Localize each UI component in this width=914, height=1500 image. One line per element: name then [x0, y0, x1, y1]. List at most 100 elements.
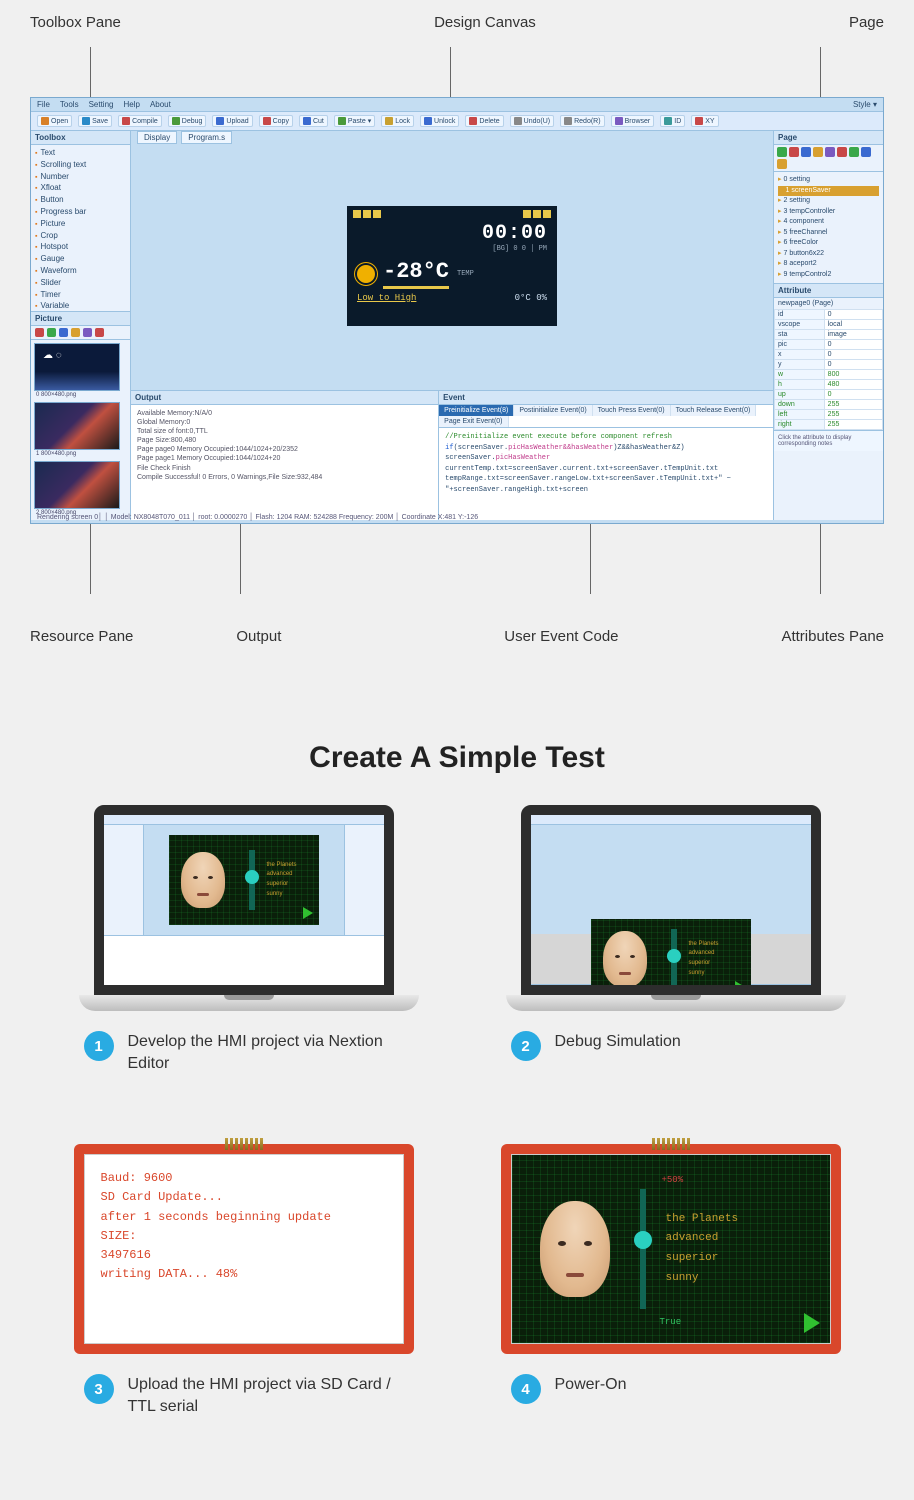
page-item[interactable]: 9 tempControl2 — [778, 270, 879, 281]
step-text-2: Debug Simulation — [555, 1031, 681, 1053]
resource-thumbs: 0 800×480.png1 800×480.png2 800×480.png — [31, 340, 130, 520]
canvas-tab[interactable]: Program.s — [181, 131, 232, 144]
toolbar-copy[interactable]: Copy — [259, 115, 293, 127]
toolbox-item[interactable]: Gauge — [35, 253, 126, 265]
toolbox-list: TextScrolling textNumberXfloatButtonProg… — [31, 145, 130, 311]
play-icon — [303, 907, 313, 919]
page-tool-btn[interactable] — [789, 147, 799, 157]
event-tab[interactable]: Postinitialize Event(0) — [514, 405, 592, 416]
step-4: +50% the Planetsadvancedsuperiorsunny Tr… — [477, 1144, 864, 1417]
toolbox-item[interactable]: Scrolling text — [35, 159, 126, 171]
page-item[interactable]: 6 freeColor — [778, 238, 879, 249]
page-item[interactable]: 2 setting — [778, 196, 879, 207]
toolbar-browser[interactable]: Browser — [611, 115, 655, 127]
hmi-board-running: +50% the Planetsadvancedsuperiorsunny Tr… — [501, 1144, 841, 1354]
event-title: Event — [439, 391, 773, 405]
toolbar-compile[interactable]: Compile — [118, 115, 162, 127]
toolbox-item[interactable]: Picture — [35, 218, 126, 230]
toolbar-open[interactable]: Open — [37, 115, 72, 127]
menu-setting[interactable]: Setting — [89, 100, 114, 109]
page-tool-btn[interactable] — [825, 147, 835, 157]
resource-thumb[interactable] — [34, 402, 120, 450]
toolbox-item[interactable]: Button — [35, 194, 126, 206]
toolbar-unlock[interactable]: Unlock — [420, 115, 459, 127]
device-preview: 00:00 [BG] 0 0 │ PM -28°C TEMP Low to Hi… — [347, 206, 557, 326]
menu-help[interactable]: Help — [123, 100, 139, 109]
canvas-tab[interactable]: Display — [137, 131, 177, 144]
menu-about[interactable]: About — [150, 100, 171, 109]
toolbox-pane: Toolbox TextScrolling textNumberXfloatBu… — [31, 131, 130, 311]
toolbar-paste-[interactable]: Paste ▾ — [334, 115, 375, 127]
event-code[interactable]: //Preinitialize event execute before com… — [439, 428, 773, 520]
toolbar-xy[interactable]: XY — [691, 115, 718, 127]
toolbar-cut[interactable]: Cut — [299, 115, 328, 127]
page-item[interactable]: 0 setting — [778, 175, 879, 186]
toolbox-item[interactable]: Number — [35, 171, 126, 183]
toolbox-item[interactable]: Crop — [35, 230, 126, 242]
step-badge-3: 3 — [84, 1374, 114, 1404]
page-pane-title: Page — [774, 131, 883, 145]
page-item[interactable]: 3 tempController — [778, 207, 879, 218]
toolbox-item[interactable]: Variable — [35, 300, 126, 311]
page-item[interactable]: 1 screenSaver — [778, 186, 879, 197]
event-tab[interactable]: Touch Press Event(0) — [593, 405, 671, 416]
page-tool-btn[interactable] — [777, 159, 787, 169]
page-item[interactable]: 5 freeChannel — [778, 228, 879, 239]
page-item[interactable]: 8 aceport2 — [778, 259, 879, 270]
label-output: Output — [236, 628, 281, 645]
step-badge-4: 4 — [511, 1374, 541, 1404]
toolbox-item[interactable]: Text — [35, 147, 126, 159]
attributes-hint: Click the attribute to display correspon… — [774, 430, 883, 451]
label-attributes: Attributes Pane — [781, 628, 884, 645]
clock: 00:00 — [347, 222, 557, 245]
page-tool-btn[interactable] — [849, 147, 859, 157]
toolbar-delete[interactable]: Delete — [465, 115, 503, 127]
label-toolbox: Toolbox Pane — [30, 14, 121, 31]
nextion-editor-window: File Tools Setting Help About Style ▾ Open Sa… — [30, 97, 884, 524]
page-item[interactable]: 7 button6x22 — [778, 249, 879, 260]
toolbox-item[interactable]: Waveform — [35, 265, 126, 277]
menubar: File Tools Setting Help About Style ▾ — [31, 98, 883, 112]
label-canvas: Design Canvas — [434, 14, 536, 31]
page-tool-btn[interactable] — [861, 147, 871, 157]
toolbar-undo-u-[interactable]: Undo(U) — [510, 115, 554, 127]
event-tab[interactable]: Page Exit Event(0) — [439, 416, 508, 427]
toolbar-id[interactable]: ID — [660, 115, 685, 127]
toolbar-debug[interactable]: Debug — [168, 115, 207, 127]
page-list[interactable]: 0 setting1 screenSaver2 setting3 tempCon… — [774, 172, 883, 283]
toolbar-upload[interactable]: Upload — [212, 115, 252, 127]
left-column: Toolbox TextScrolling textNumberXfloatBu… — [31, 131, 131, 520]
toolbar-save[interactable]: Save — [78, 115, 112, 127]
annotated-ide: Toolbox Pane Design Canvas Page File Tool… — [0, 0, 914, 731]
toolbox-item[interactable]: Progress bar — [35, 206, 126, 218]
label-event: User Event Code — [504, 628, 618, 645]
menu-file[interactable]: File — [37, 100, 50, 109]
page-tool-btn[interactable] — [813, 147, 823, 157]
menu-tools[interactable]: Tools — [60, 100, 79, 109]
toolbox-item[interactable]: Xfloat — [35, 182, 126, 194]
toolbox-item[interactable]: Hotspot — [35, 241, 126, 253]
laptop-debug: the Planetsadvancedsuperiorsunny — [506, 805, 836, 1011]
resource-title: Picture — [31, 312, 130, 326]
resource-thumb[interactable] — [34, 343, 120, 391]
resource-pane: Picture 0 800×480.png1 800×480.png2 800×… — [31, 311, 130, 520]
output-title: Output — [131, 391, 438, 405]
laptop-editor: the Planetsadvancedsuperiorsunny — [79, 805, 409, 1011]
event-tab[interactable]: Touch Release Event(0) — [671, 405, 757, 416]
step-1: the Planetsadvancedsuperiorsunny 1 Devel… — [50, 805, 437, 1074]
style-dropdown[interactable]: Style ▾ — [853, 100, 877, 109]
page-tool-btn[interactable] — [837, 147, 847, 157]
toolbox-item[interactable]: Timer — [35, 289, 126, 301]
toolbox-item[interactable]: Slider — [35, 277, 126, 289]
toolbar-redo-r-[interactable]: Redo(R) — [560, 115, 604, 127]
event-tab[interactable]: Preinitialize Event(8) — [439, 405, 514, 416]
design-canvas[interactable]: Display Program.s 00:00 [BG] 0 0 │ PM -28… — [131, 131, 773, 390]
toolbar-lock[interactable]: Lock — [381, 115, 414, 127]
resource-thumb[interactable] — [34, 461, 120, 509]
page-tool-btn[interactable] — [777, 147, 787, 157]
label-resource: Resource Pane — [30, 628, 133, 645]
sun-icon — [357, 265, 375, 283]
page-item[interactable]: 4 component — [778, 217, 879, 228]
page-tool-btn[interactable] — [801, 147, 811, 157]
hmi-board-upload: Baud: 9600SD Card Update...after 1 secon… — [74, 1144, 414, 1354]
